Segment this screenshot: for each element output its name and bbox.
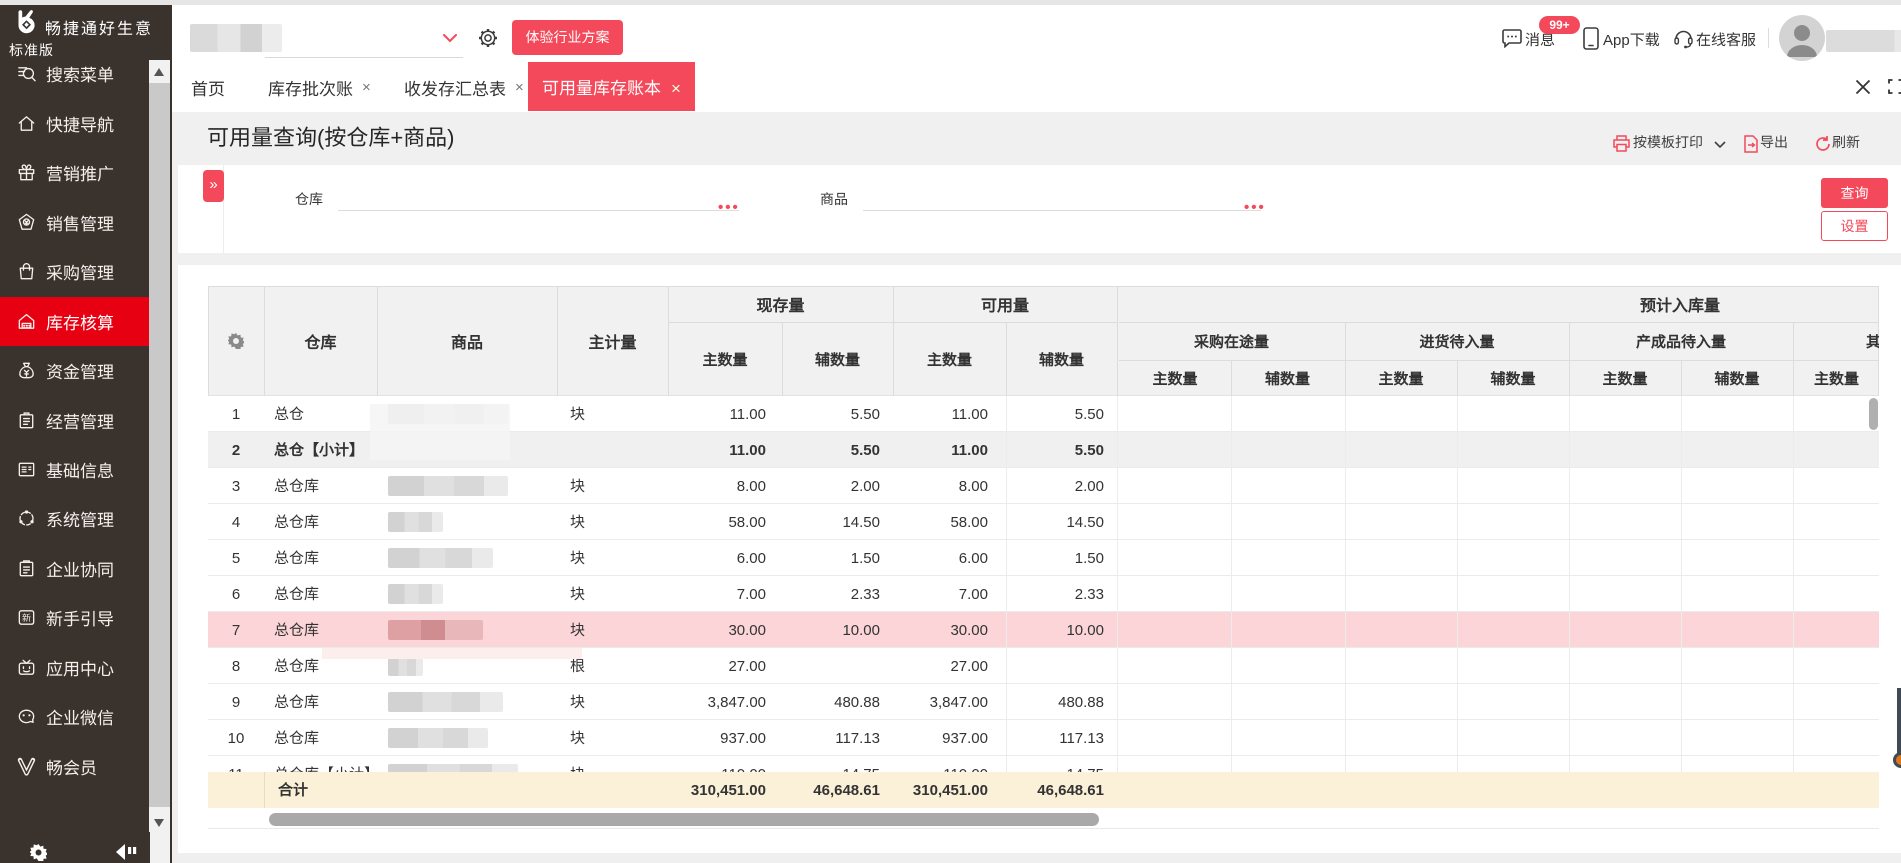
svg-text:新: 新 [22,610,31,624]
